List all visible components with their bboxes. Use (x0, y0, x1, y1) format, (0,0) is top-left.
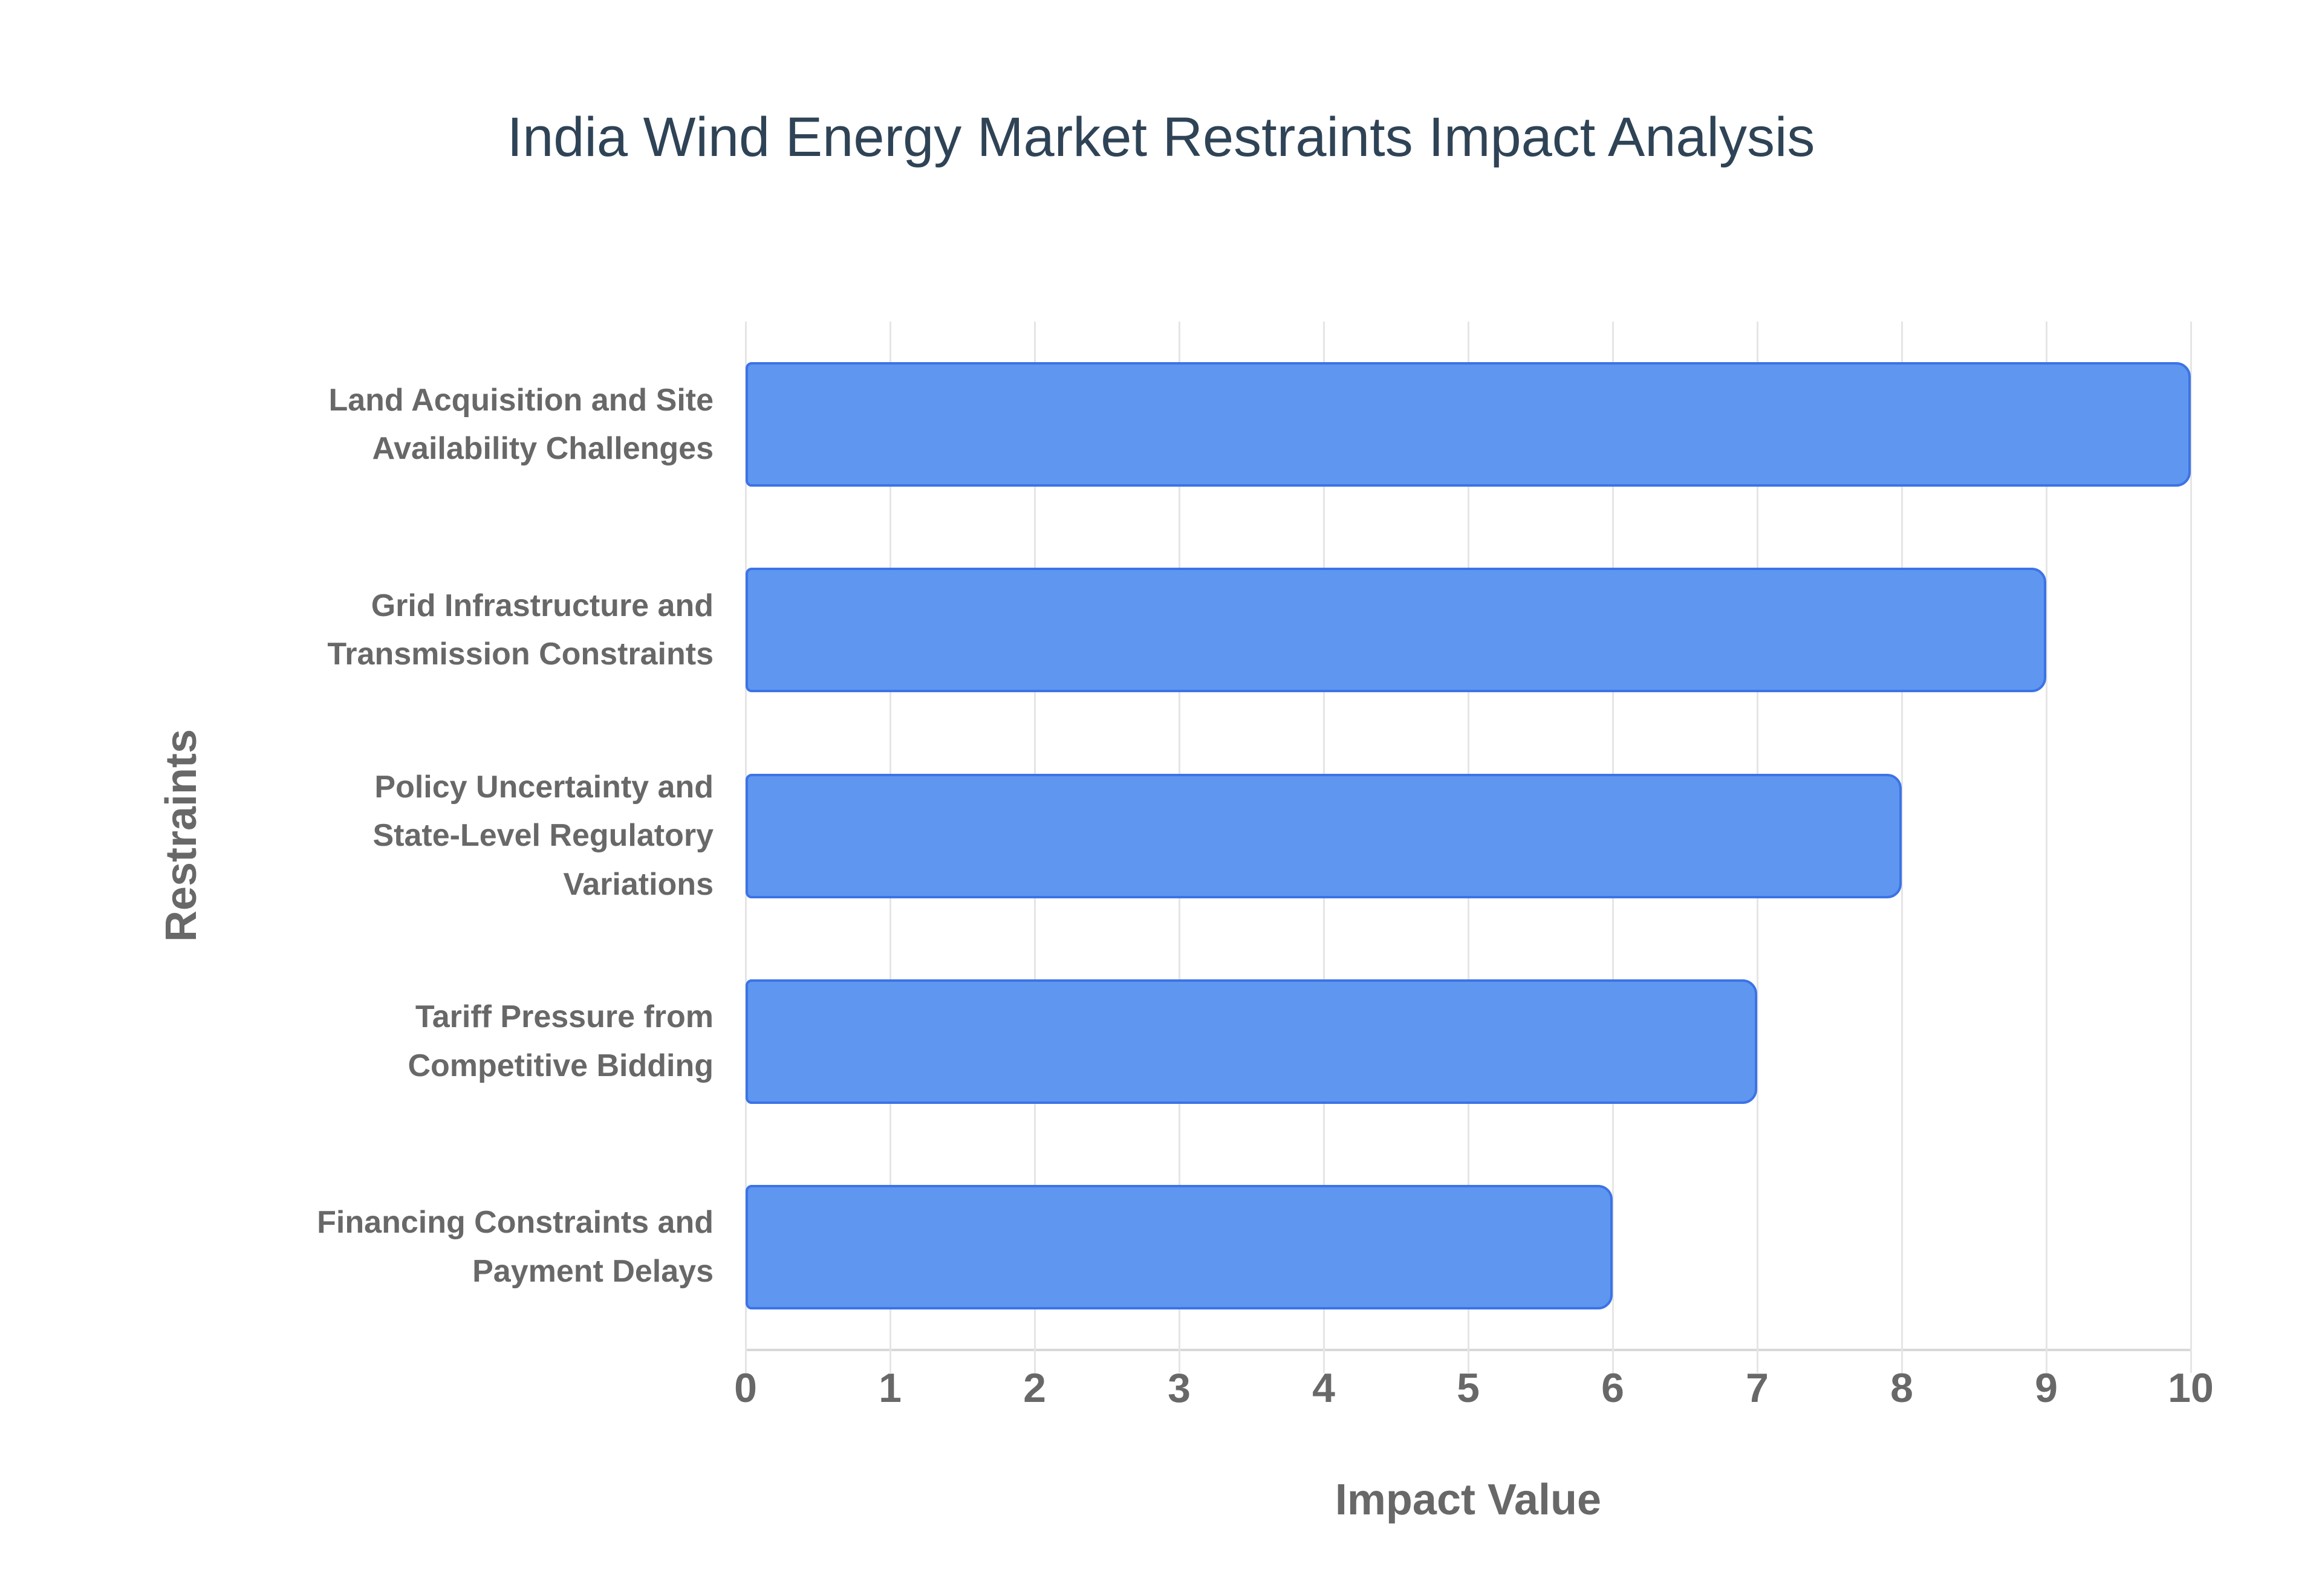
tick-mark (889, 1350, 891, 1373)
y-axis-category-label: Grid Infrastructure and Transmission Con… (327, 588, 714, 672)
x-tick-label: 3 (1168, 1365, 1191, 1411)
chart-title: India Wind Energy Market Restraints Impa… (507, 106, 1815, 168)
tick-mark (1611, 1350, 1614, 1373)
y-axis-category-label: Tariff Pressure from Competitive Bidding (408, 999, 714, 1083)
tick-mark (2045, 1350, 2047, 1373)
gridline (1901, 322, 1903, 1350)
x-tick-label: 0 (734, 1365, 757, 1411)
y-axis-category-label: Financing Constraints and Payment Delays (317, 1205, 714, 1289)
x-axis-tick-labels: 0 1 2 3 4 5 6 7 8 9 10 (0, 1367, 2322, 1422)
gridline (2190, 322, 2192, 1350)
tick-mark (1756, 1350, 1758, 1373)
x-tick-label: 4 (1312, 1365, 1335, 1411)
bar[interactable] (746, 568, 2046, 693)
y-axis-category-label: Policy Uncertainty and State-Level Regul… (372, 769, 714, 902)
x-tick-label: 8 (1890, 1365, 1913, 1411)
x-tick-label: 10 (2168, 1365, 2214, 1411)
bar[interactable] (746, 362, 2191, 487)
tick-mark (1901, 1350, 1903, 1373)
x-tick-label: 9 (2035, 1365, 2058, 1411)
tick-mark (744, 1350, 747, 1373)
x-tick-label: 6 (1601, 1365, 1624, 1411)
bar[interactable] (746, 1184, 1613, 1309)
x-tick-label: 2 (1023, 1365, 1046, 1411)
x-tick-label: 7 (1746, 1365, 1769, 1411)
plot-area (744, 322, 2192, 1373)
tick-mark (1178, 1350, 1180, 1373)
y-axis-category-label: Land Acquisition and Site Availability C… (328, 382, 714, 467)
gridline (2045, 322, 2047, 1350)
bar[interactable] (746, 773, 1902, 898)
bar[interactable] (746, 979, 1757, 1104)
tick-mark (2190, 1350, 2192, 1373)
tick-mark (1467, 1350, 1469, 1373)
tick-mark (1033, 1350, 1036, 1373)
x-tick-label: 5 (1457, 1365, 1480, 1411)
x-axis-title: Impact Value (1335, 1476, 1602, 1524)
x-tick-label: 1 (879, 1365, 902, 1411)
y-axis-category-labels: Land Acquisition and Site Availability C… (121, 322, 714, 1350)
tick-mark (1322, 1350, 1325, 1373)
